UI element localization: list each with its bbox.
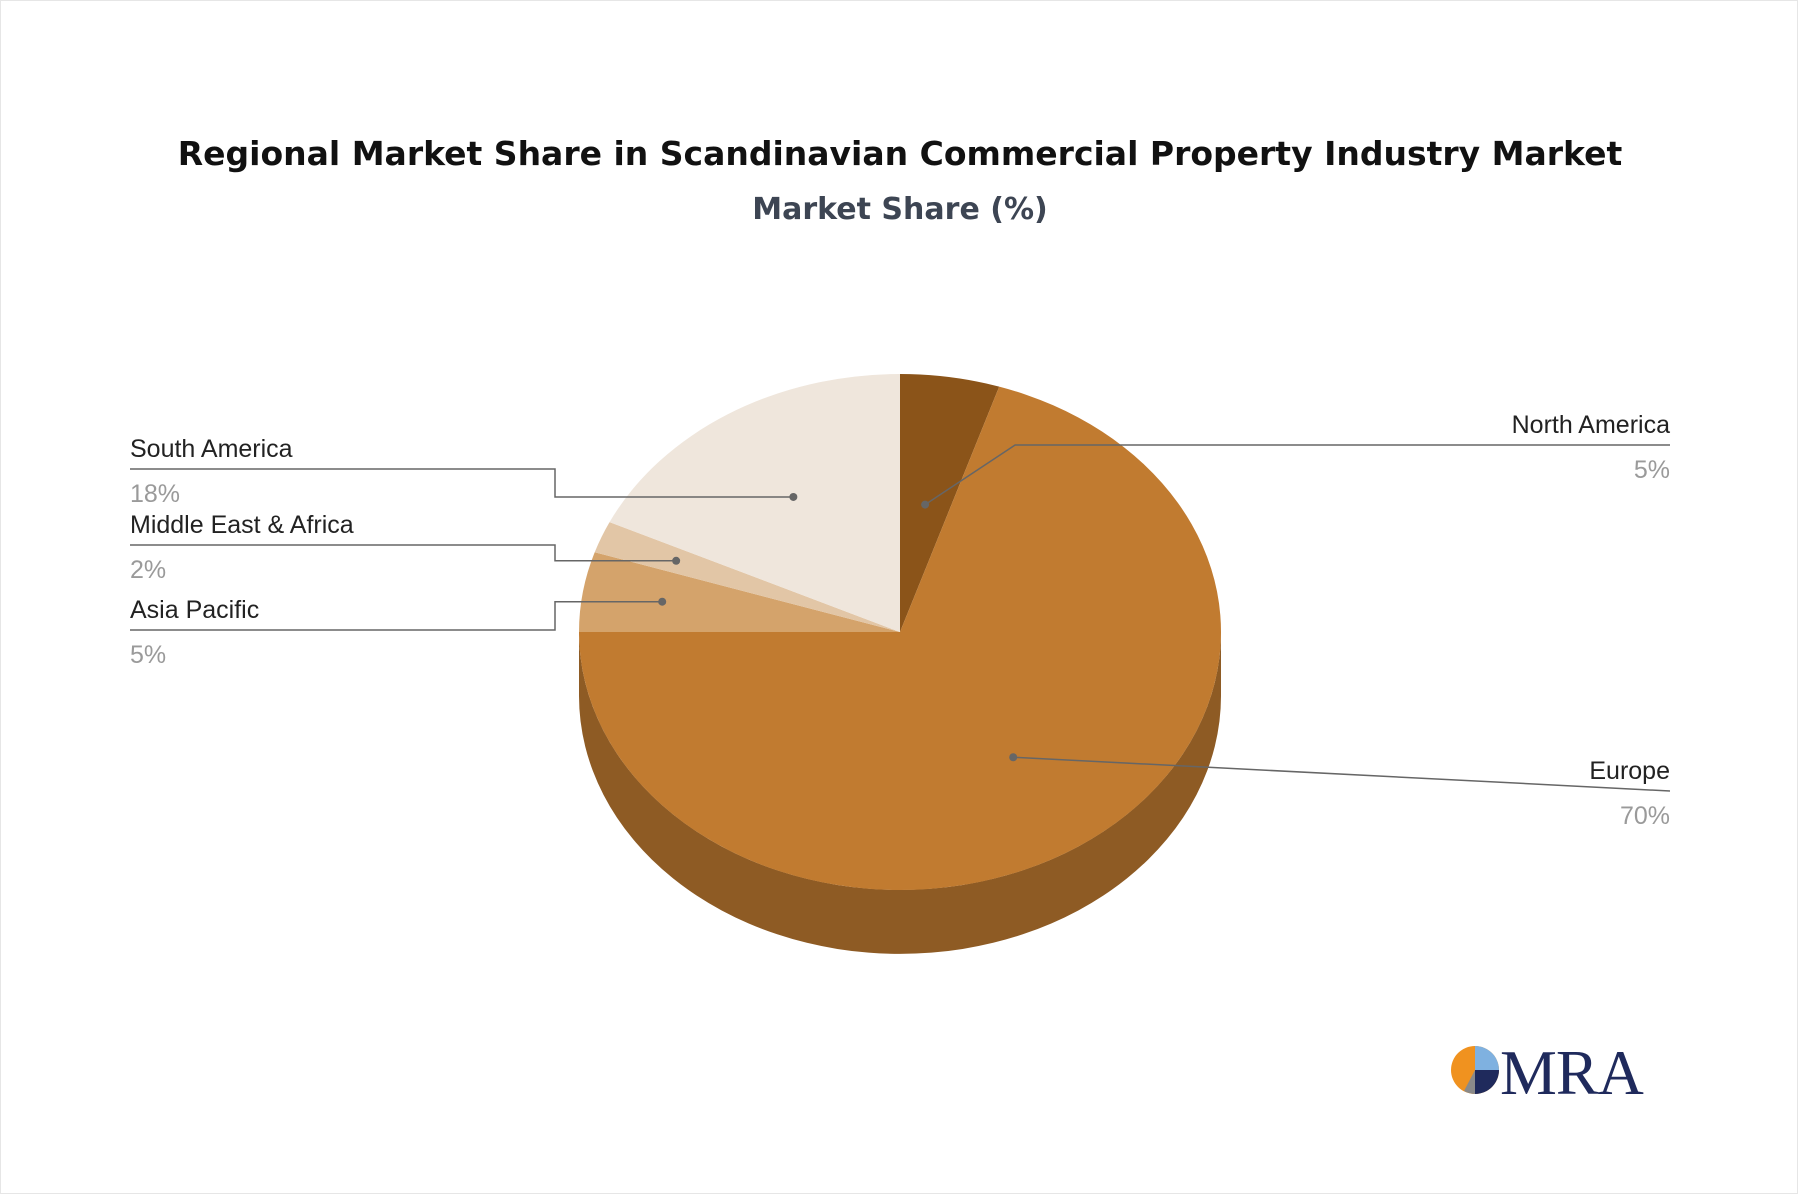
leader-line-asia-pacific <box>130 600 663 631</box>
chart-subtitle: Market Share (%) <box>752 192 1048 227</box>
slice-label-middle-east-and-africa: Middle East & Africa <box>130 511 354 539</box>
pie-side-wall <box>579 632 1221 954</box>
slice-label-north-america: North America <box>1512 411 1670 439</box>
slice-label-asia-pacific: Asia Pacific <box>130 596 259 624</box>
slice-value-north-america: 5% <box>1634 456 1670 484</box>
slice-label-europe: Europe <box>1589 757 1670 785</box>
leader-dot-middle-east-and-africa <box>672 556 681 565</box>
pie-slice-europe <box>579 386 1221 890</box>
leader-dot-north-america <box>921 500 930 509</box>
chart-title: Regional Market Share in Scandinavian Co… <box>177 134 1623 173</box>
logo-text: MRA <box>1500 1037 1644 1108</box>
mra-logo-icon <box>1451 1046 1499 1094</box>
slice-value-europe: 70% <box>1620 802 1670 830</box>
leader-line-north-america <box>924 444 1670 506</box>
leader-line-south-america <box>130 468 794 498</box>
leader-dot-europe <box>1009 753 1018 762</box>
slice-value-middle-east-and-africa: 2% <box>130 556 166 584</box>
leader-line-europe <box>1013 756 1671 792</box>
pie-slice-south-america <box>609 374 900 632</box>
pie-slice-asia-pacific <box>579 552 900 632</box>
pie-slice-north-america <box>900 374 1000 632</box>
slice-value-south-america: 18% <box>130 480 180 508</box>
leader-dot-south-america <box>789 492 798 501</box>
slice-label-south-america: South America <box>130 435 293 463</box>
leader-dot-asia-pacific <box>658 597 667 606</box>
pie-slice-middle-east-and-africa <box>594 522 900 632</box>
slice-value-asia-pacific: 5% <box>130 641 166 669</box>
leader-line-middle-east-and-africa <box>130 544 677 562</box>
